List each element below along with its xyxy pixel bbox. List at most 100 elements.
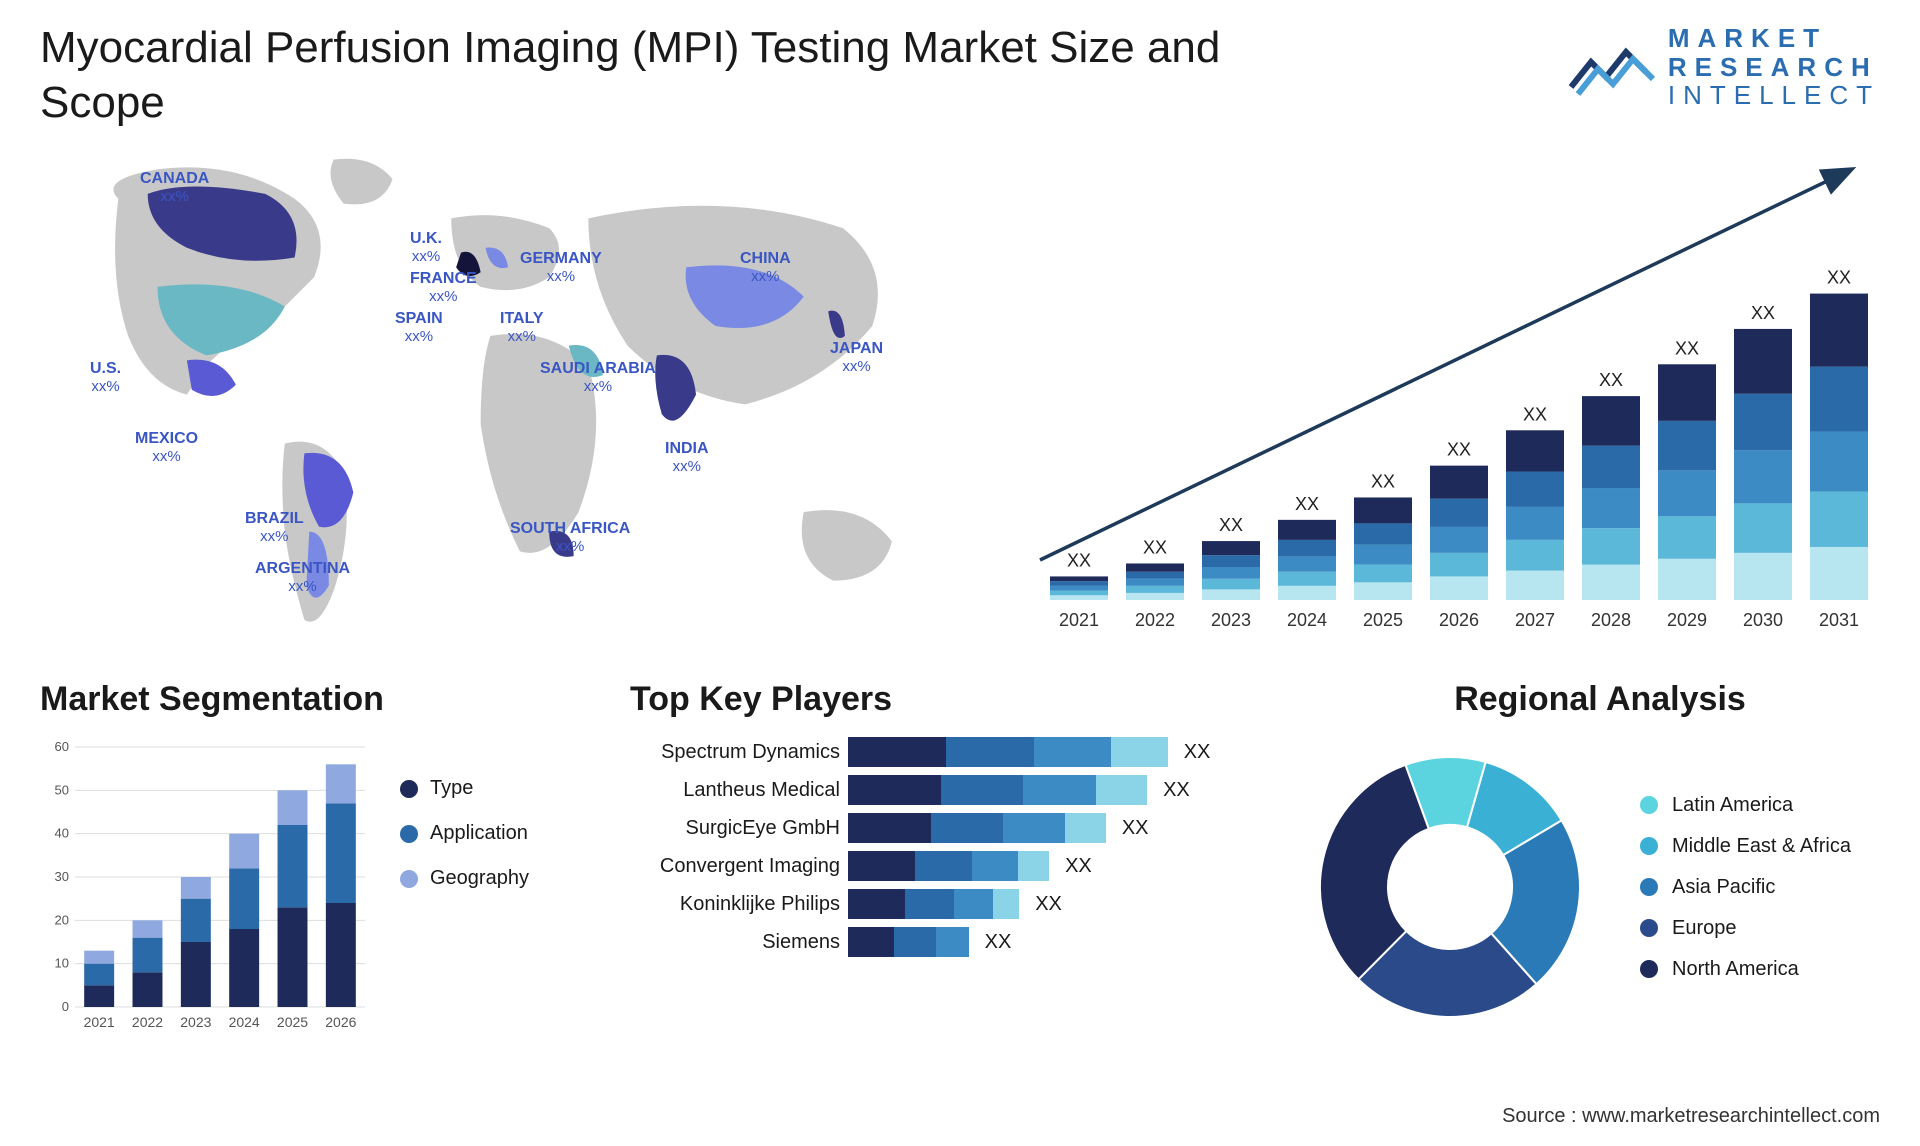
svg-text:2022: 2022 — [132, 1014, 163, 1030]
svg-text:20: 20 — [55, 912, 69, 927]
player-bar — [848, 889, 1019, 919]
legend-item: Europe — [1640, 917, 1851, 940]
players-title: Top Key Players — [630, 680, 1270, 719]
legend-item: Latin America — [1640, 794, 1851, 817]
svg-text:50: 50 — [55, 782, 69, 797]
bottom-row: Market Segmentation 01020304050602021202… — [40, 680, 1880, 1037]
map-label: INDIAxx% — [665, 440, 709, 475]
segmentation-title: Market Segmentation — [40, 680, 600, 719]
svg-text:60: 60 — [55, 739, 69, 754]
players-panel: Top Key Players Spectrum DynamicsXX Lanth… — [630, 680, 1270, 957]
legend-item: Type — [400, 777, 529, 800]
growth-chart: XX 2021 XX 2022 XX 2023 XX 2024 XX 2025 XX 2026 XX 20… — [1010, 140, 1880, 650]
map-label: CHINAxx% — [740, 250, 791, 285]
map-label: U.K.xx% — [410, 230, 442, 265]
player-bar — [848, 813, 1106, 843]
map-label: ARGENTINAxx% — [255, 560, 350, 595]
page-title: Myocardial Perfusion Imaging (MPI) Testi… — [40, 20, 1340, 130]
svg-text:2031: 2031 — [1819, 610, 1859, 630]
svg-text:2027: 2027 — [1515, 610, 1555, 630]
player-name: Koninklijke Philips — [630, 893, 840, 916]
regions-panel: Regional Analysis Latin America Middle Ea… — [1300, 680, 1900, 1037]
map-label: GERMANYxx% — [520, 250, 602, 285]
player-bar — [848, 927, 969, 957]
svg-text:XX: XX — [1827, 268, 1851, 288]
player-row: Siemens XX — [630, 927, 1270, 957]
logo-text: MARKET RESEARCH INTELLECT — [1668, 24, 1880, 110]
svg-text:XX: XX — [1751, 303, 1775, 323]
legend-item: North America — [1640, 958, 1851, 981]
map-label: SAUDI ARABIAxx% — [540, 360, 656, 395]
player-value: XX — [1163, 779, 1190, 802]
player-row: Convergent Imaging XX — [630, 851, 1270, 881]
player-value: XX — [985, 931, 1012, 954]
player-value: XX — [1122, 817, 1149, 840]
map-label: JAPANxx% — [830, 340, 883, 375]
legend-item: Geography — [400, 867, 529, 890]
svg-text:XX: XX — [1675, 338, 1699, 358]
player-row: SurgicEye GmbH XX — [630, 813, 1270, 843]
legend-item: Middle East & Africa — [1640, 835, 1851, 858]
svg-text:0: 0 — [62, 999, 69, 1014]
svg-text:10: 10 — [55, 956, 69, 971]
svg-text:XX: XX — [1295, 494, 1319, 514]
world-map: CANADAxx% U.S.xx% MEXICOxx% BRAZILxx% ARGENT… — [40, 140, 980, 650]
svg-text:XX: XX — [1219, 515, 1243, 535]
svg-text:2021: 2021 — [84, 1014, 115, 1030]
header: Myocardial Perfusion Imaging (MPI) Testi… — [40, 20, 1880, 130]
svg-text:2024: 2024 — [1287, 610, 1327, 630]
logo-icon — [1566, 32, 1656, 102]
svg-text:2024: 2024 — [229, 1014, 260, 1030]
player-bar — [848, 775, 1147, 805]
segmentation-panel: Market Segmentation 01020304050602021202… — [40, 680, 600, 1037]
map-label: BRAZILxx% — [245, 510, 304, 545]
legend-item: Application — [400, 822, 529, 845]
player-name: Lantheus Medical — [630, 779, 840, 802]
regions-legend: Latin America Middle East & Africa Asia Pa… — [1640, 794, 1851, 981]
svg-text:40: 40 — [55, 826, 69, 841]
map-label: FRANCExx% — [410, 270, 477, 305]
regions-title: Regional Analysis — [1300, 680, 1900, 719]
svg-text:2023: 2023 — [180, 1014, 211, 1030]
map-label: CANADAxx% — [140, 170, 209, 205]
svg-text:2025: 2025 — [1363, 610, 1403, 630]
legend-item: Asia Pacific — [1640, 876, 1851, 899]
svg-text:2025: 2025 — [277, 1014, 308, 1030]
player-bar — [848, 851, 1049, 881]
player-bar — [848, 737, 1168, 767]
map-label: MEXICOxx% — [135, 430, 198, 465]
svg-text:XX: XX — [1447, 440, 1471, 460]
segmentation-chart: 0102030405060202120222023202420252026 — [40, 737, 370, 1037]
segmentation-legend: Type Application Geography — [400, 777, 529, 1037]
player-value: XX — [1065, 855, 1092, 878]
regions-donut — [1300, 737, 1600, 1037]
svg-text:2021: 2021 — [1059, 610, 1099, 630]
svg-text:2030: 2030 — [1743, 610, 1783, 630]
svg-text:2026: 2026 — [325, 1014, 356, 1030]
svg-text:2026: 2026 — [1439, 610, 1479, 630]
players-list: Spectrum DynamicsXXLantheus MedicalXXSur… — [630, 737, 1270, 957]
player-name: Siemens — [630, 931, 840, 954]
svg-text:2023: 2023 — [1211, 610, 1251, 630]
svg-text:2029: 2029 — [1667, 610, 1707, 630]
player-value: XX — [1035, 893, 1062, 916]
top-row: CANADAxx% U.S.xx% MEXICOxx% BRAZILxx% ARGENT… — [40, 140, 1880, 650]
player-name: Convergent Imaging — [630, 855, 840, 878]
brand-logo: MARKET RESEARCH INTELLECT — [1566, 24, 1880, 110]
player-row: Lantheus Medical XX — [630, 775, 1270, 805]
map-svg — [40, 140, 980, 639]
map-label: U.S.xx% — [90, 360, 121, 395]
player-row: Koninklijke Philips XX — [630, 889, 1270, 919]
map-label: ITALYxx% — [500, 310, 544, 345]
svg-text:XX: XX — [1371, 471, 1395, 491]
svg-text:2022: 2022 — [1135, 610, 1175, 630]
svg-text:XX: XX — [1067, 550, 1091, 570]
player-value: XX — [1184, 741, 1211, 764]
player-name: SurgicEye GmbH — [630, 817, 840, 840]
svg-text:XX: XX — [1143, 537, 1167, 557]
svg-text:XX: XX — [1523, 404, 1547, 424]
svg-text:XX: XX — [1599, 370, 1623, 390]
map-label: SOUTH AFRICAxx% — [510, 520, 630, 555]
growth-chart-svg: XX 2021 XX 2022 XX 2023 XX 2024 XX 2025 XX 2026 XX 20… — [1010, 140, 1880, 650]
player-row: Spectrum DynamicsXX — [630, 737, 1270, 767]
